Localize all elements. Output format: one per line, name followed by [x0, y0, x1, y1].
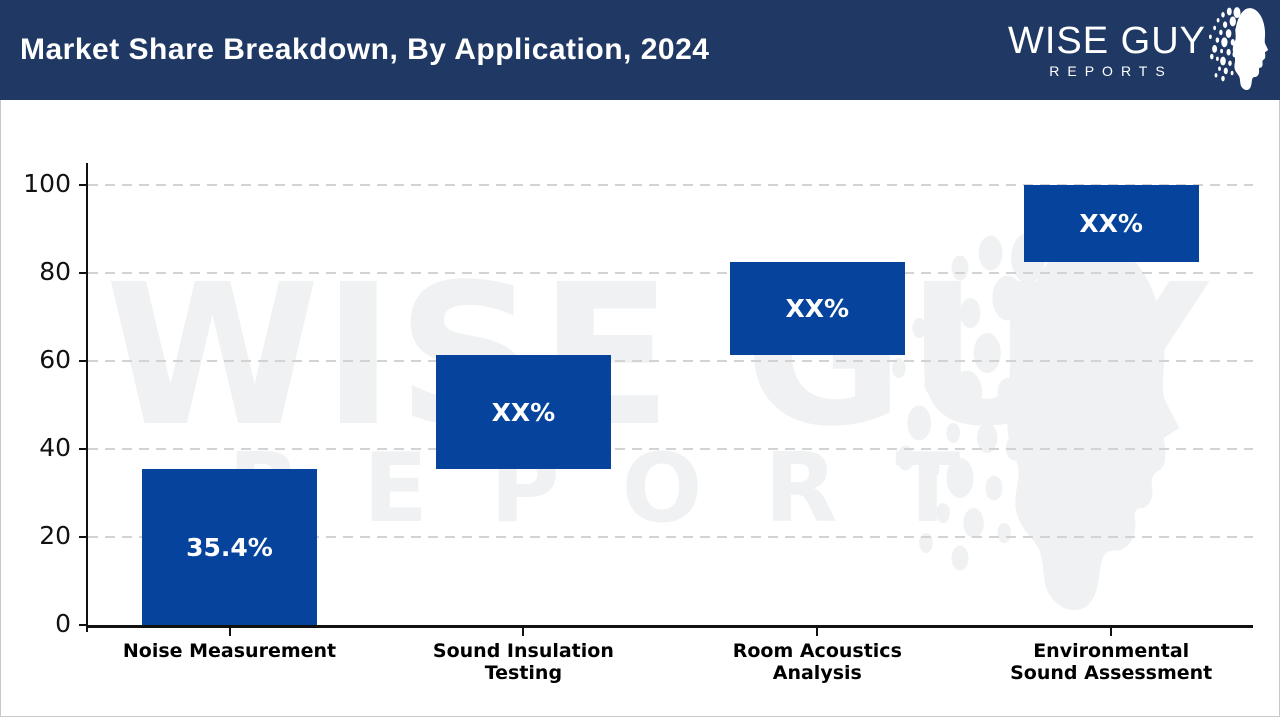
y-tick-label-100: 100: [23, 169, 71, 198]
x-category-label-line: Sound Insulation: [432, 640, 614, 662]
y-tick-label-80: 80: [39, 257, 71, 286]
bar-segment: 35.4%: [142, 469, 317, 625]
y-tick-label-40: 40: [39, 433, 71, 462]
x-category-label-line: Testing: [484, 662, 563, 684]
x-category-label-line: Room Acoustics: [732, 640, 902, 662]
logo-brand-text: WISE GUY: [1007, 19, 1206, 62]
gridline-20: [88, 536, 1253, 538]
y-axis-tick-60: [79, 360, 87, 362]
x-category-label: Sound Insulation Testing: [378, 640, 668, 684]
x-category-label-line: Analysis: [772, 662, 862, 684]
bar-segment: XX%: [1023, 185, 1199, 262]
y-axis-tick-100: [79, 184, 87, 186]
x-axis-line: [86, 625, 1253, 628]
y-axis-tick-40: [79, 448, 87, 450]
x-category-label: Environmental Sound Assessment: [966, 640, 1256, 684]
x-category-label-line: Environmental: [1033, 640, 1190, 662]
x-category-label: Noise Measurement: [85, 640, 375, 662]
y-tick-label-60: 60: [39, 345, 71, 374]
bar-value-label: 35.4%: [186, 532, 273, 562]
logo-reports-text: REPORTS: [1049, 62, 1173, 79]
bar-value-label: XX%: [1079, 208, 1143, 238]
y-axis-tick-20: [79, 536, 87, 538]
x-axis-tick: [228, 628, 231, 636]
y-axis-tick-0: [79, 624, 87, 626]
gridline-80: [88, 272, 1253, 274]
page-title: Market Share Breakdown, By Application, …: [20, 33, 710, 66]
bar-value-label: XX%: [491, 397, 556, 427]
y-tick-label-20: 20: [39, 521, 71, 550]
x-category-label: Room Acoustics Analysis: [672, 640, 962, 684]
x-axis-tick: [1110, 628, 1113, 636]
x-category-label-line: Noise Measurement: [122, 640, 337, 662]
y-tick-label-0: 0: [55, 609, 71, 638]
bar-segment: XX%: [435, 354, 611, 470]
gridline-100: [88, 184, 1253, 186]
header: Market Share Breakdown, By Application, …: [0, 0, 1280, 100]
gridline-40: [88, 448, 1253, 450]
x-axis-tick: [522, 628, 525, 636]
wiseguy-logo: WISE GUY REPORTS: [1008, 0, 1272, 100]
y-axis-line: [86, 163, 88, 632]
bar-segment: XX%: [729, 261, 905, 355]
x-axis-tick: [816, 628, 819, 636]
bar-value-label: XX%: [785, 293, 850, 323]
gridline-60: [88, 360, 1253, 362]
x-category-label-line: Sound Assessment: [1010, 662, 1213, 684]
logo-wordmark: WISE GUY REPORTS: [1008, 22, 1206, 79]
y-axis-tick-80: [79, 272, 87, 274]
